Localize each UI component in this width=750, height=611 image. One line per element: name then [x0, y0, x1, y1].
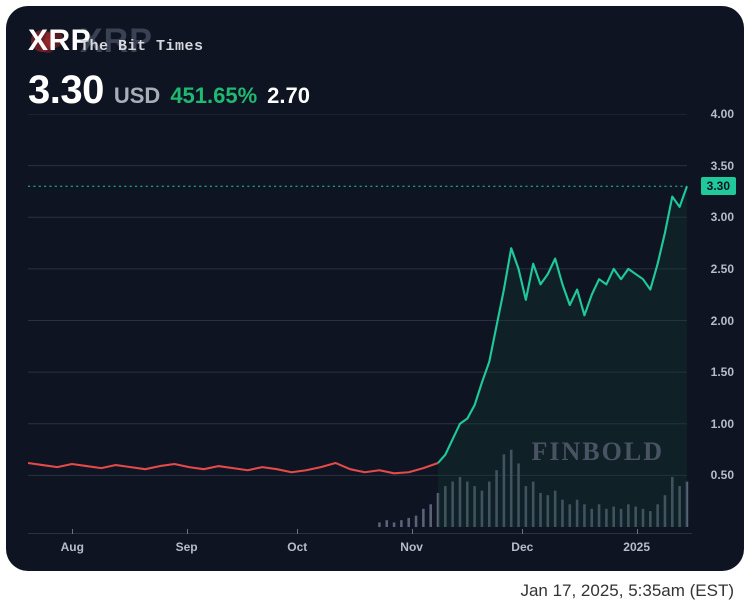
- y-tick-label: 2.50: [694, 262, 734, 276]
- x-tick: [187, 529, 188, 534]
- y-tick-label: 3.50: [694, 159, 734, 173]
- currency-label: USD: [114, 83, 160, 109]
- y-tick-label: 2.00: [694, 314, 734, 328]
- header-row-2: 3.30 USD 451.65% 2.70: [28, 68, 726, 113]
- chart-area: FINBOLD 3.30: [28, 114, 734, 527]
- y-tick-label: 4.00: [694, 107, 734, 121]
- x-tick-label: Aug: [61, 540, 84, 554]
- x-tick-label: 2025: [623, 540, 650, 554]
- x-tick: [412, 529, 413, 534]
- x-tick: [72, 529, 73, 534]
- source-subtitle: The Bit Times: [80, 38, 204, 55]
- y-tick-label: 0.50: [694, 468, 734, 482]
- x-tick-label: Nov: [400, 540, 423, 554]
- y-tick-label: 1.00: [694, 417, 734, 431]
- x-tick-label: Sep: [176, 540, 198, 554]
- price-value: 3.30: [28, 68, 104, 113]
- x-tick-label: Dec: [511, 540, 533, 554]
- x-axis: Aug Sep Oct Nov Dec 2025: [28, 533, 692, 557]
- x-tick: [637, 529, 638, 534]
- price-chart-svg: [28, 114, 734, 527]
- y-tick-label: 3.00: [694, 210, 734, 224]
- x-tick: [522, 529, 523, 534]
- pct-change: 451.65%: [170, 83, 257, 109]
- abs-change: 2.70: [267, 83, 310, 109]
- x-tick-label: Oct: [287, 540, 307, 554]
- price-card: XRP XRP The Bit Times 3.30 USD 451.65% 2…: [6, 6, 744, 571]
- y-tick-label: 1.50: [694, 365, 734, 379]
- price-flag: 3.30: [701, 177, 736, 195]
- header-row-1: XRP XRP The Bit Times: [28, 24, 726, 58]
- x-tick: [297, 529, 298, 534]
- y-axis: 0.501.001.502.002.503.003.504.00: [694, 114, 734, 527]
- timestamp-label: Jan 17, 2025, 5:35am (EST): [520, 581, 734, 601]
